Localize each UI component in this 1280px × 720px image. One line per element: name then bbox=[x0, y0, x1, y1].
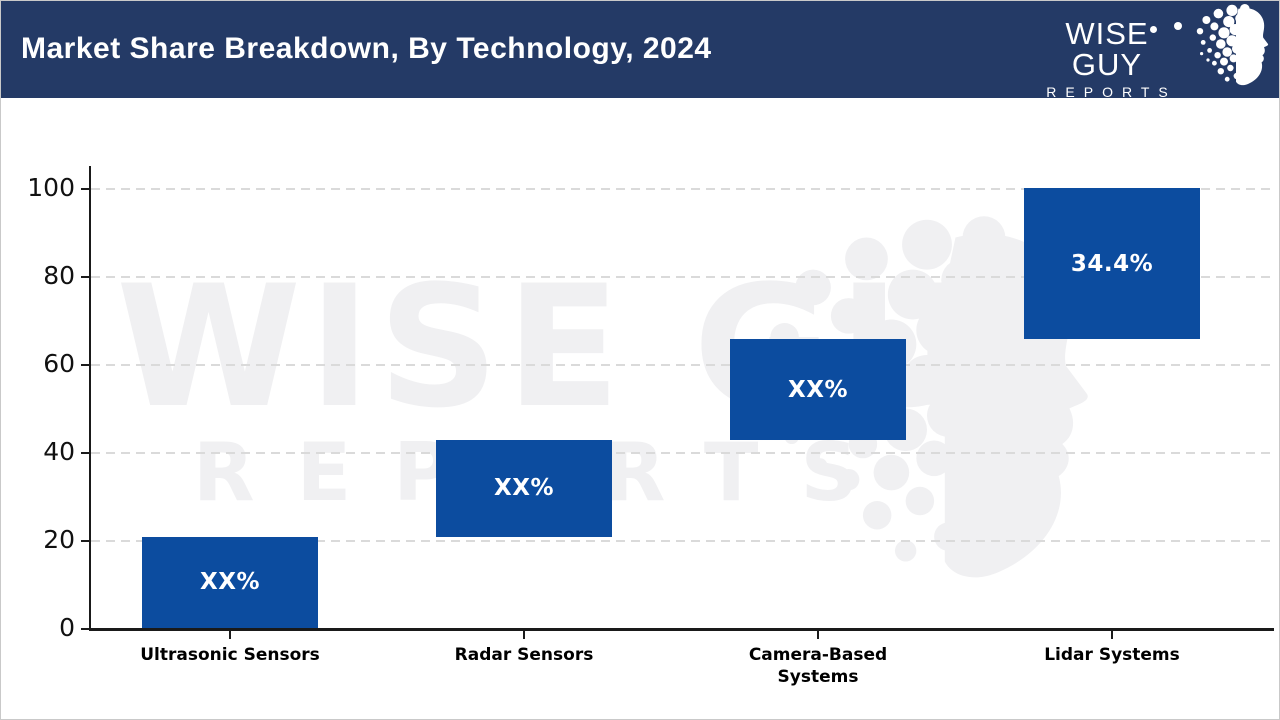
y-tick-label-80: 80 bbox=[43, 261, 75, 290]
y-axis-line bbox=[89, 166, 91, 630]
gridline-20 bbox=[91, 540, 1274, 542]
y-tick-label-60: 60 bbox=[43, 349, 75, 378]
header-bar: Market Share Breakdown, By Technology, 2… bbox=[1, 1, 1279, 100]
category-label-2: Camera-Based Systems bbox=[748, 645, 888, 688]
category-label-0: Ultrasonic Sensors bbox=[140, 645, 320, 665]
bar-ultrasonic-sensors: XX% bbox=[142, 536, 318, 628]
y-tick-label-100: 100 bbox=[27, 173, 75, 202]
y-tick-20 bbox=[81, 540, 89, 542]
y-tick-60 bbox=[81, 364, 89, 366]
brand-logo: WISE GUY REPORTS bbox=[1032, 4, 1272, 100]
logo-accent-dot bbox=[1150, 26, 1157, 33]
logo-accent-dot bbox=[1174, 22, 1182, 30]
category-label-3: Lidar Systems bbox=[1044, 645, 1180, 665]
bar-value-label: XX% bbox=[493, 475, 554, 502]
chart-title: Market Share Breakdown, By Technology, 2… bbox=[21, 32, 712, 65]
x-axis-line bbox=[89, 628, 1274, 631]
y-tick-label-0: 0 bbox=[59, 613, 75, 642]
bar-camera-based-systems: XX% bbox=[730, 339, 906, 440]
y-tick-label-40: 40 bbox=[43, 437, 75, 466]
bar-value-label: XX% bbox=[199, 569, 260, 596]
x-tick-3 bbox=[1111, 631, 1113, 639]
y-tick-40 bbox=[81, 452, 89, 454]
x-tick-2 bbox=[817, 631, 819, 639]
y-tick-100 bbox=[81, 188, 89, 190]
x-tick-1 bbox=[523, 631, 525, 639]
watermark-dotted-head-logo bbox=[770, 216, 1088, 578]
gridline-40 bbox=[91, 452, 1274, 454]
brand-name: WISE GUY bbox=[1065, 16, 1149, 82]
x-tick-0 bbox=[229, 631, 231, 639]
bar-value-label: XX% bbox=[787, 376, 848, 403]
brand-logo-text: WISE GUY REPORTS bbox=[1032, 18, 1182, 100]
y-tick-0 bbox=[81, 628, 89, 630]
category-label-1: Radar Sensors bbox=[454, 645, 594, 665]
y-tick-80 bbox=[81, 276, 89, 278]
gridline-100 bbox=[91, 188, 1274, 190]
bar-lidar-systems: 34.4% bbox=[1024, 188, 1200, 340]
gridline-60 bbox=[91, 364, 1274, 366]
logo-dotted-head-icon bbox=[1196, 4, 1269, 86]
bar-radar-sensors: XX% bbox=[436, 439, 612, 537]
brand-subname: REPORTS bbox=[1046, 84, 1177, 100]
y-tick-label-20: 20 bbox=[43, 525, 75, 554]
gridline-80 bbox=[91, 276, 1274, 278]
bar-value-label: 34.4% bbox=[1070, 250, 1154, 277]
plot-area: 0 20 40 60 80 100 XX% Ultrasonic Sensors XX% Rada… bbox=[1, 99, 1279, 719]
